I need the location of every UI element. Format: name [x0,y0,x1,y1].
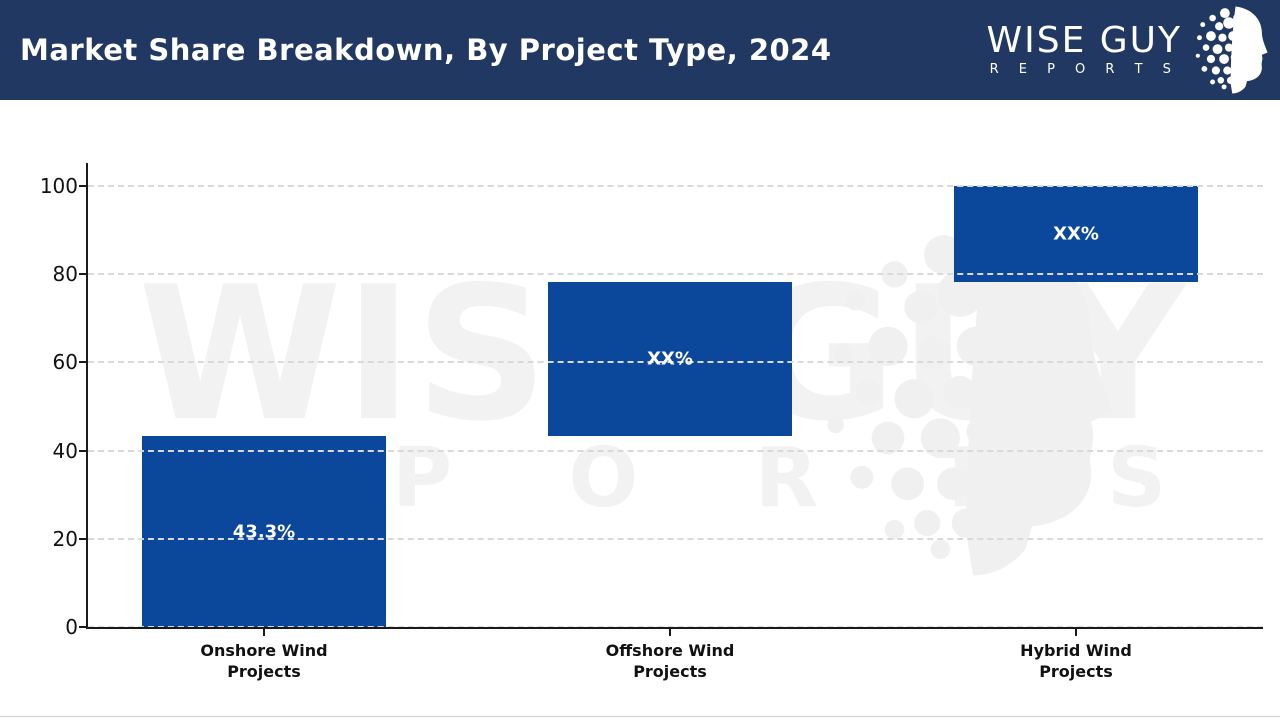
x-category-label: Onshore Wind Projects [200,641,328,681]
x-axis-tick-mark [669,629,671,636]
x-axis-tick-mark [263,629,265,636]
gridline [88,449,1263,452]
logo-text: WISE GUY R E P O R T S [986,20,1183,78]
x-axis-line [86,627,1263,629]
y-axis-tick-label: 100 [39,174,78,198]
gridline [88,273,1263,276]
y-axis-tick-mark [79,449,88,452]
y-axis-tick-label: 80 [52,262,78,287]
bar-value-label: 43.3% [232,521,296,543]
y-axis-tick-mark [79,537,88,540]
x-category-label: Hybrid Wind Projects [1020,641,1132,681]
logo-name-text: WISE GUY [986,20,1182,61]
wiseguy-logo: WISE GUY R E P O R T S [987,0,1271,100]
y-axis-tick-mark [79,185,88,187]
bar-value-label: XX% [1053,223,1099,245]
y-axis-tick-label: 60 [52,350,78,375]
y-axis-tick-label: 0 [65,615,78,639]
y-axis-tick-label: 40 [52,438,78,463]
bar-value-label: XX% [647,348,693,370]
y-axis-line [86,163,88,629]
page-title: Market Share Breakdown, By Project Type,… [20,33,832,67]
bar-segment-1 [142,436,386,627]
dotted-face-icon [1195,6,1268,94]
chart-plot-area: 0 20 40 60 80 100 43.3% XX% XX% Onshore Wind Proj… [0,100,1280,720]
gridline [88,537,1263,540]
gridline [88,185,1263,187]
x-category-label: Offshore Wind Projects [605,641,735,681]
header-bar: Market Share Breakdown, By Project Type,… [0,0,1280,100]
y-axis-tick-mark [79,626,88,628]
y-axis-tick-mark [79,361,88,364]
footer-divider [0,716,1280,717]
x-axis-tick-mark [1075,629,1077,636]
bar-segment-2 [548,281,792,437]
logo-subtitle-text: R E P O R T S [989,62,1179,77]
gridline [88,361,1263,364]
y-axis-tick-label: 20 [52,526,78,551]
y-axis-tick-mark [79,273,88,276]
